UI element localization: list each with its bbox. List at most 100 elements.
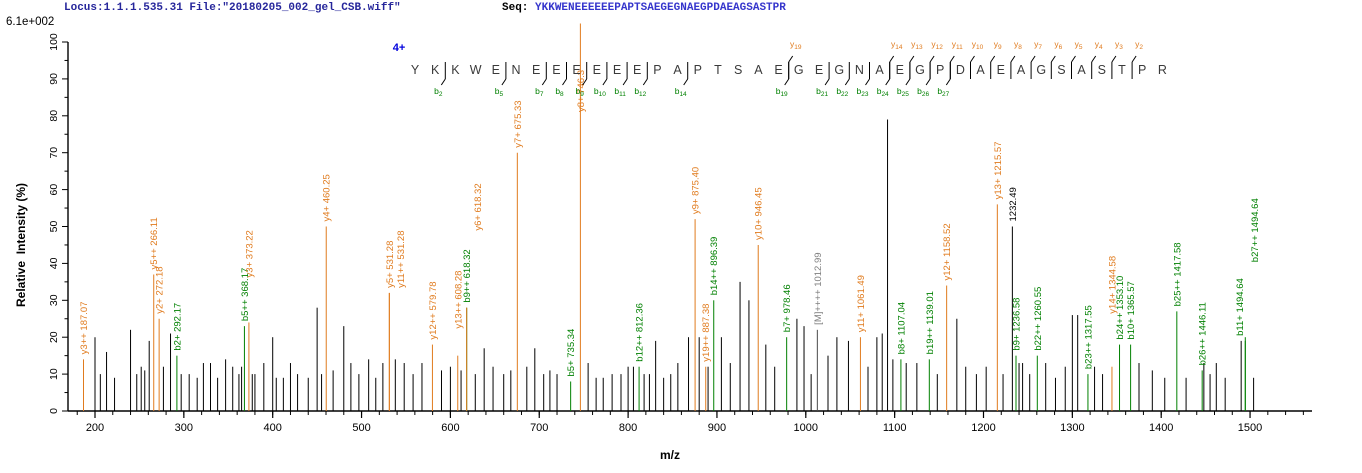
- b-ion-label: b24: [877, 86, 889, 98]
- y-tick-label: 40: [48, 257, 60, 269]
- x-tick-label: 200: [86, 422, 104, 434]
- peak-label: b11+ 1494.64: [1235, 278, 1246, 336]
- peak-label: y11++ 531.28: [396, 231, 407, 288]
- sequence-residue: E: [492, 63, 500, 77]
- b-ion-mark: [824, 78, 830, 86]
- sequence-residue: E: [997, 63, 1005, 77]
- b-ion-mark: [844, 78, 850, 86]
- x-tick-label: 1100: [883, 422, 907, 434]
- peak-label: y5+ 531.28: [385, 241, 396, 288]
- sequence-residue: G: [834, 63, 844, 77]
- sequence-residue: E: [896, 63, 904, 77]
- sequence-residue: N: [855, 63, 864, 77]
- b-ion-mark: [501, 78, 507, 86]
- sequence-residue: P: [653, 63, 661, 77]
- peak-label: b26++ 1446.11: [1198, 302, 1209, 365]
- sequence-residue: G: [915, 63, 925, 77]
- sequence-residue: P: [694, 63, 702, 77]
- b-ion-mark: [865, 78, 870, 86]
- y-ion-mark: [1030, 55, 1036, 63]
- sequence-residue: P: [936, 63, 944, 77]
- x-axis-title: m/z: [659, 448, 680, 462]
- sequence-residue: E: [815, 63, 823, 77]
- y-ion-label: y10: [972, 39, 984, 51]
- b-ion-label: b11: [614, 86, 626, 98]
- sequence-residue: E: [593, 63, 601, 77]
- y-ion-label: y12: [931, 39, 943, 51]
- sequence-residue: A: [754, 63, 763, 77]
- sequence-residue: S: [1057, 63, 1065, 77]
- y-ion-label: y3: [1115, 39, 1123, 51]
- b-ion-label: b5: [495, 86, 504, 98]
- peak-label: y3++ 187.07: [79, 302, 90, 355]
- y-ion-mark: [1010, 55, 1016, 63]
- x-tick-label: 1000: [794, 422, 818, 434]
- y-ion-label: y19: [790, 39, 802, 51]
- peak-label: b24++ 1353.10: [1115, 276, 1126, 340]
- peak-label: b10+ 1365.57: [1126, 281, 1137, 339]
- peak-label: y13+ 1215.57: [993, 142, 1004, 200]
- precursor-charge-label: 4+: [393, 42, 406, 54]
- peak-label: b14++ 896.39: [709, 237, 720, 296]
- y-ion-label: y7: [1034, 39, 1042, 51]
- peak-label: b8+ 1107.04: [896, 302, 907, 354]
- peak-label: b5++ 368.17: [240, 268, 251, 321]
- b-ion-label: b9: [576, 86, 585, 98]
- b-ion-mark: [562, 78, 567, 86]
- intensity-scale-label: 6.1e+002: [6, 16, 55, 28]
- y-ion-label: y4: [1095, 39, 1103, 51]
- y-ion-mark: [788, 55, 794, 63]
- y-ion-label: y6: [1054, 39, 1062, 51]
- b-ion-mark: [945, 78, 951, 86]
- b-ion-label: b12: [634, 86, 646, 98]
- b-ion-mark: [925, 78, 931, 86]
- x-tick-label: 1500: [1238, 422, 1262, 434]
- y-ion-label: y14: [891, 39, 903, 51]
- x-tick-label: 600: [441, 422, 459, 434]
- y-tick-label: 80: [48, 110, 60, 122]
- sequence-residue: G: [794, 63, 804, 77]
- y-ion-mark: [889, 55, 895, 63]
- seq-label: Seq:: [502, 2, 536, 14]
- peak-label: y8+ 746.3: [576, 70, 587, 112]
- x-tick-label: 700: [530, 422, 548, 434]
- sequence-residue: A: [1077, 63, 1086, 77]
- y-tick-label: 50: [48, 221, 60, 233]
- peak-label: y12++ 579.78: [428, 281, 439, 339]
- sequence-residue: A: [976, 63, 985, 77]
- peak-label: y5++ 266.11: [149, 217, 160, 269]
- y-ion-label: y13: [911, 39, 923, 51]
- b-ion-mark: [440, 78, 446, 86]
- y-tick-label: 70: [48, 147, 60, 159]
- peak-label: y9+ 875.40: [691, 167, 702, 214]
- peak-label: y13++ 608.28: [453, 271, 464, 329]
- y-tick-label: 100: [48, 33, 60, 51]
- b-ion-label: b23: [857, 86, 869, 98]
- y-tick-label: 60: [48, 184, 60, 196]
- y-ion-mark: [1071, 55, 1076, 63]
- b-ion-mark: [541, 78, 547, 86]
- x-tick-label: 800: [619, 422, 637, 434]
- y-ion-mark: [990, 55, 996, 63]
- sequence-residue: E: [613, 63, 621, 77]
- sequence-residue: T: [1118, 63, 1126, 77]
- sequence-text: YKKWENEEEEEEPAPTSAEGEGNAEGPDAEAGSASTPR: [535, 2, 786, 14]
- peak-label: y7+ 675.33: [513, 100, 524, 147]
- sequence-residue: Y: [411, 63, 420, 77]
- sequence-residue: E: [633, 63, 641, 77]
- y-tick-label: 0: [48, 408, 60, 414]
- y-ion-label: y2: [1135, 39, 1143, 51]
- b-ion-mark: [622, 78, 628, 86]
- x-tick-label: 1300: [1060, 422, 1084, 434]
- peak-label: b19++ 1139.01: [925, 291, 936, 354]
- b-ion-label: b8: [555, 86, 564, 98]
- b-ion-label: b2: [434, 86, 443, 98]
- sequence-residue: P: [1138, 63, 1146, 77]
- peak-label: b25++ 1417.58: [1172, 242, 1183, 306]
- y-ion-mark: [909, 55, 915, 63]
- sequence-residue: A: [1017, 63, 1026, 77]
- y-tick-label: 10: [48, 368, 60, 380]
- peak-label: y12+ 1158.52: [942, 223, 953, 280]
- x-tick-label: 900: [708, 422, 726, 434]
